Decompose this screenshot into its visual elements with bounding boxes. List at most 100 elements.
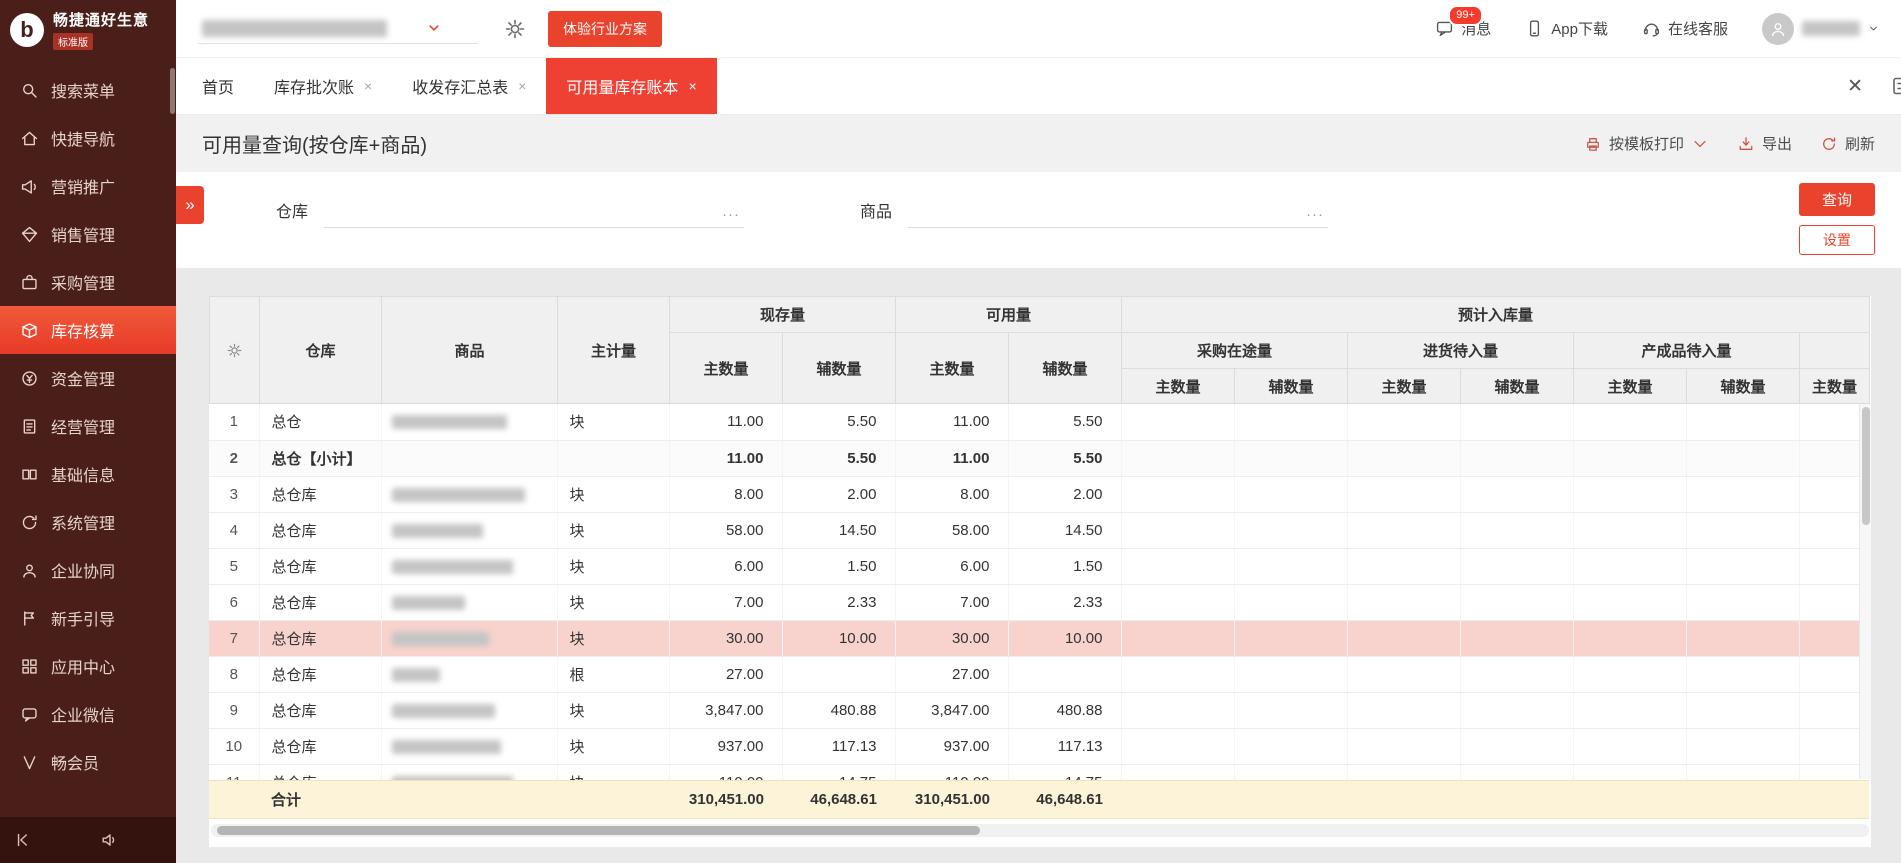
sidebar-item-app-center[interactable]: 应用中心 [0, 642, 176, 690]
sidebar-item-funds[interactable]: 资金管理 [0, 354, 176, 402]
table-row[interactable]: 5 总仓库块 6.00 1.50 6.00 1.50 [209, 548, 1870, 585]
sidebar-item-collaboration[interactable]: 企业协同 [0, 546, 176, 594]
export-button[interactable]: 导出 [1737, 133, 1792, 154]
qty-cell [1347, 512, 1461, 549]
unit-cell: 块 [557, 620, 670, 657]
horizontal-scrollbar[interactable] [211, 824, 1869, 837]
qty-cell [1799, 476, 1870, 513]
tab-list-icon[interactable] [1891, 75, 1901, 97]
table-body-table: 1 总仓块 11.00 5.50 11.00 5.50 2 总仓【小计】 11.00 5.50 11… [209, 404, 1870, 780]
product-filter-input[interactable]: ··· [908, 198, 1329, 228]
sidebar-scrollbar-thumb[interactable] [170, 68, 175, 114]
sidebar-item-wechat[interactable]: 企业微信 [0, 690, 176, 738]
qty-cell: 11.00 [895, 440, 1009, 477]
online-service-button[interactable]: 在线客服 [1642, 18, 1728, 39]
tab-in-out-summary[interactable]: 收发存汇总表 × [392, 58, 546, 114]
collapse-sidebar-icon[interactable] [14, 830, 34, 850]
tab-label: 可用量库存账本 [566, 80, 679, 97]
picker-ellipsis[interactable]: ··· [722, 206, 741, 223]
table-row[interactable]: 9 总仓库块 3,847.00 480.88 3,847.00 480.88 [209, 692, 1870, 729]
tab-home[interactable]: 首页 [182, 58, 254, 114]
picker-ellipsis[interactable]: ··· [1306, 206, 1325, 223]
table-row[interactable]: 8 总仓库根 27.00 27.00 [209, 656, 1870, 693]
qty-cell [1234, 656, 1348, 693]
sidebar-item-business[interactable]: 经营管理 [0, 402, 176, 450]
qty-cell: 8.00 [669, 476, 783, 513]
vertical-scrollbar[interactable] [1859, 404, 1871, 779]
sidebar-item-marketing[interactable]: 营销推广 [0, 162, 176, 210]
total-cell [1799, 780, 1869, 819]
qty-cell [1573, 476, 1687, 513]
close-tab-icon[interactable]: × [688, 78, 697, 94]
qty-cell: 14.50 [1008, 512, 1122, 549]
qty-cell: 117.13 [782, 728, 896, 765]
query-button[interactable]: 查询 [1799, 183, 1875, 216]
sidebar-item-inventory-accounting[interactable]: 库存核算 [0, 306, 176, 354]
tab-available-qty-ledger[interactable]: 可用量库存账本 × [546, 58, 717, 114]
column-settings-gear[interactable] [209, 296, 260, 404]
qty-cell [1799, 440, 1870, 477]
sidebar-item-purchase[interactable]: 采购管理 [0, 258, 176, 306]
speaker-icon[interactable] [100, 830, 120, 850]
qty-cell [1234, 692, 1348, 729]
horizontal-scrollbar-thumb[interactable] [217, 826, 980, 835]
filter-fields: 仓库 ··· 商品 ··· [176, 172, 1901, 228]
available-qty-table: 仓库 商品 主计量 现存量 可用量 预计入库量 主数量 辅数量 主数量 辅数量 [209, 296, 1871, 847]
table-row[interactable]: 1 总仓块 11.00 5.50 11.00 5.50 [209, 404, 1870, 441]
messages-button[interactable]: 消息 99+ [1435, 5, 1491, 39]
redacted-org-name [202, 19, 387, 37]
qty-cell: 110.00 [895, 764, 1009, 780]
messages-badge: 99+ [1448, 5, 1483, 26]
close-tab-icon[interactable]: × [518, 78, 527, 94]
qty-cell [1686, 764, 1800, 780]
qty-cell [1799, 656, 1870, 693]
qty-cell [1008, 656, 1122, 693]
warehouse-cell: 总仓库 [259, 656, 382, 693]
refresh-button[interactable]: 刷新 [1820, 133, 1875, 154]
sidebar-item-guide[interactable]: 新手引导 [0, 594, 176, 642]
table-row[interactable]: 6 总仓库块 7.00 2.33 7.00 2.33 [209, 584, 1870, 621]
unit-cell: 块 [557, 584, 670, 621]
unit-cell: 块 [557, 476, 670, 513]
table-row[interactable]: 4 总仓库块 58.00 14.50 58.00 14.50 [209, 512, 1870, 549]
sidebar-item-sales[interactable]: 销售管理 [0, 210, 176, 258]
redacted-product-name [391, 775, 513, 780]
qty-cell [1234, 584, 1348, 621]
app-logo: b 畅捷通好生意 标准版 [0, 0, 176, 60]
print-by-template-button[interactable]: 按模板打印 [1584, 133, 1709, 154]
sidebar-item-base-info[interactable]: 基础信息 [0, 450, 176, 498]
settings-button[interactable]: 设置 [1799, 225, 1875, 255]
sidebar-item-search[interactable]: 搜索菜单 [0, 66, 176, 114]
sidebar-item-label: 应用中心 [51, 660, 116, 677]
table-row[interactable]: 7 总仓库块 30.00 10.00 30.00 10.00 [209, 620, 1870, 657]
redacted-product-name [391, 667, 440, 682]
settings-gear-icon[interactable] [504, 18, 526, 40]
warehouse-filter-input[interactable]: ··· [324, 198, 745, 228]
vertical-scrollbar-thumb[interactable] [1861, 407, 1870, 525]
user-menu[interactable] [1762, 12, 1879, 45]
col-header-aux-qty: 辅数量 [1234, 368, 1349, 404]
sidebar-item-system[interactable]: 系统管理 [0, 498, 176, 546]
qty-cell [1799, 404, 1870, 441]
table-row[interactable]: 3 总仓库块 8.00 2.00 8.00 2.00 [209, 476, 1870, 513]
sidebar-item-member[interactable]: 畅会员 [0, 738, 176, 786]
close-icon[interactable]: ✕ [1847, 75, 1863, 97]
qty-cell [1573, 692, 1687, 729]
qty-cell [1347, 548, 1461, 585]
flag-icon [24, 610, 35, 626]
phone-icon [1530, 20, 1540, 37]
row-number-cell: 2 [209, 440, 260, 477]
redacted-product-name [391, 415, 507, 430]
trial-solution-button[interactable]: 体验行业方案 [548, 10, 662, 47]
table-row[interactable]: 10 总仓库块 937.00 117.13 937.00 117.13 [209, 728, 1870, 765]
table-row[interactable]: 2 总仓【小计】 11.00 5.50 11.00 5.50 [209, 440, 1870, 477]
qty-cell: 5.50 [782, 404, 896, 441]
expand-filters-button[interactable]: » [176, 186, 204, 224]
tab-inventory-batch-ledger[interactable]: 库存批次账 × [254, 58, 392, 114]
sidebar-item-quick-nav[interactable]: 快捷导航 [0, 114, 176, 162]
close-tab-icon[interactable]: × [364, 78, 373, 94]
app-download-button[interactable]: App下载 [1525, 18, 1608, 39]
org-select[interactable] [198, 14, 478, 44]
qty-cell: 6.00 [895, 548, 1009, 585]
